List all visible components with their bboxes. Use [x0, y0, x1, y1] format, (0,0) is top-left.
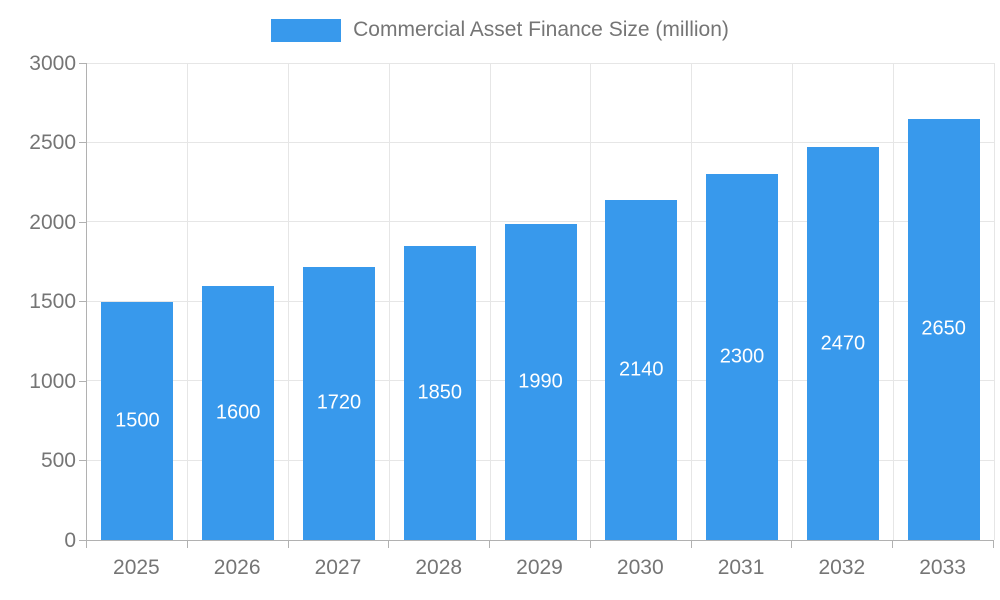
gridline-vertical	[590, 63, 592, 540]
x-axis-tick-mark	[287, 541, 289, 548]
x-axis-tick-mark	[86, 541, 87, 548]
y-axis-tick-mark	[79, 221, 86, 223]
y-axis-tick-mark	[79, 380, 86, 382]
gridline-horizontal	[87, 62, 994, 64]
y-axis-tick-label: 500	[40, 449, 76, 472]
y-axis-tick-mark	[79, 301, 86, 302]
y-axis-tick-mark	[79, 62, 86, 64]
gridline-vertical	[791, 63, 793, 540]
legend-label: Commercial Asset Finance Size (million)	[353, 18, 729, 41]
x-axis-tick-label: 2029	[516, 556, 563, 579]
plot-area: 1500 1600 1720 1850 1990 2140 2300 2470 2650	[86, 62, 995, 541]
x-axis-tick-mark	[690, 541, 692, 548]
gridline-vertical	[993, 63, 995, 540]
bar-2030: 2140	[605, 199, 678, 540]
gridline-horizontal	[87, 221, 994, 223]
x-axis-tick-mark	[388, 541, 390, 548]
x-axis-tick-mark	[186, 541, 188, 548]
legend-swatch-icon	[271, 18, 342, 42]
y-axis-tick-label: 2500	[29, 131, 76, 154]
legend: Commercial Asset Finance Size (million)	[0, 18, 1000, 42]
bar-value-label: 2470	[820, 332, 866, 355]
y-axis-tick-mark	[79, 460, 86, 461]
bar-value-label: 1600	[215, 401, 261, 424]
gridline-vertical	[388, 63, 390, 540]
x-axis-tick-label: 2030	[616, 556, 664, 579]
bar-value-label: 1500	[115, 409, 160, 432]
bar-value-label: 2650	[921, 317, 966, 340]
y-axis-tick-mark	[79, 539, 86, 541]
bar-2032: 2470	[806, 147, 879, 540]
bar-value-label: 2300	[719, 345, 765, 368]
gridline-vertical	[892, 63, 894, 540]
x-axis-tick-mark	[489, 541, 491, 548]
y-axis-tick-label: 2000	[29, 210, 76, 234]
y-axis-tick-label: 1000	[29, 369, 76, 393]
y-axis-tick-mark	[79, 142, 86, 143]
x-axis-tick-label: 2032	[818, 556, 866, 579]
bar-2031: 2300	[706, 174, 779, 540]
x-axis-tick-label: 2025	[113, 556, 160, 579]
x-axis-tick-label: 2026	[213, 556, 261, 579]
x-axis-tick-mark	[993, 541, 994, 548]
x-axis-tick-label: 2033	[919, 556, 966, 579]
bar-2025: 1500	[101, 301, 174, 540]
x-axis-tick-mark	[791, 541, 793, 548]
x-axis-tick-mark	[589, 541, 591, 548]
y-axis-tick-label: 0	[64, 528, 76, 552]
bar-2026: 1600	[202, 285, 275, 540]
bar-value-label: 1850	[417, 381, 462, 404]
gridline-horizontal	[87, 141, 994, 143]
y-axis-tick-label: 3000	[29, 51, 76, 75]
x-axis-tick-label: 2031	[717, 556, 765, 579]
x-axis-tick-label: 2028	[415, 556, 463, 579]
gridline-vertical	[187, 63, 189, 540]
bar-value-label: 1990	[518, 370, 563, 393]
bar-value-label: 1720	[316, 391, 362, 414]
bar-2033: 2650	[907, 118, 980, 540]
gridline-vertical	[288, 63, 290, 540]
y-axis-tick-label: 1500	[29, 290, 76, 313]
x-axis-tick-label: 2027	[314, 556, 362, 579]
bar-2028: 1850	[403, 245, 476, 540]
gridline-vertical	[691, 63, 693, 540]
gridline-vertical	[489, 63, 491, 540]
bar-value-label: 2140	[619, 358, 664, 381]
bar-2027: 1720	[302, 266, 375, 540]
bar-2029: 1990	[504, 223, 577, 540]
x-axis-tick-mark	[892, 541, 894, 548]
